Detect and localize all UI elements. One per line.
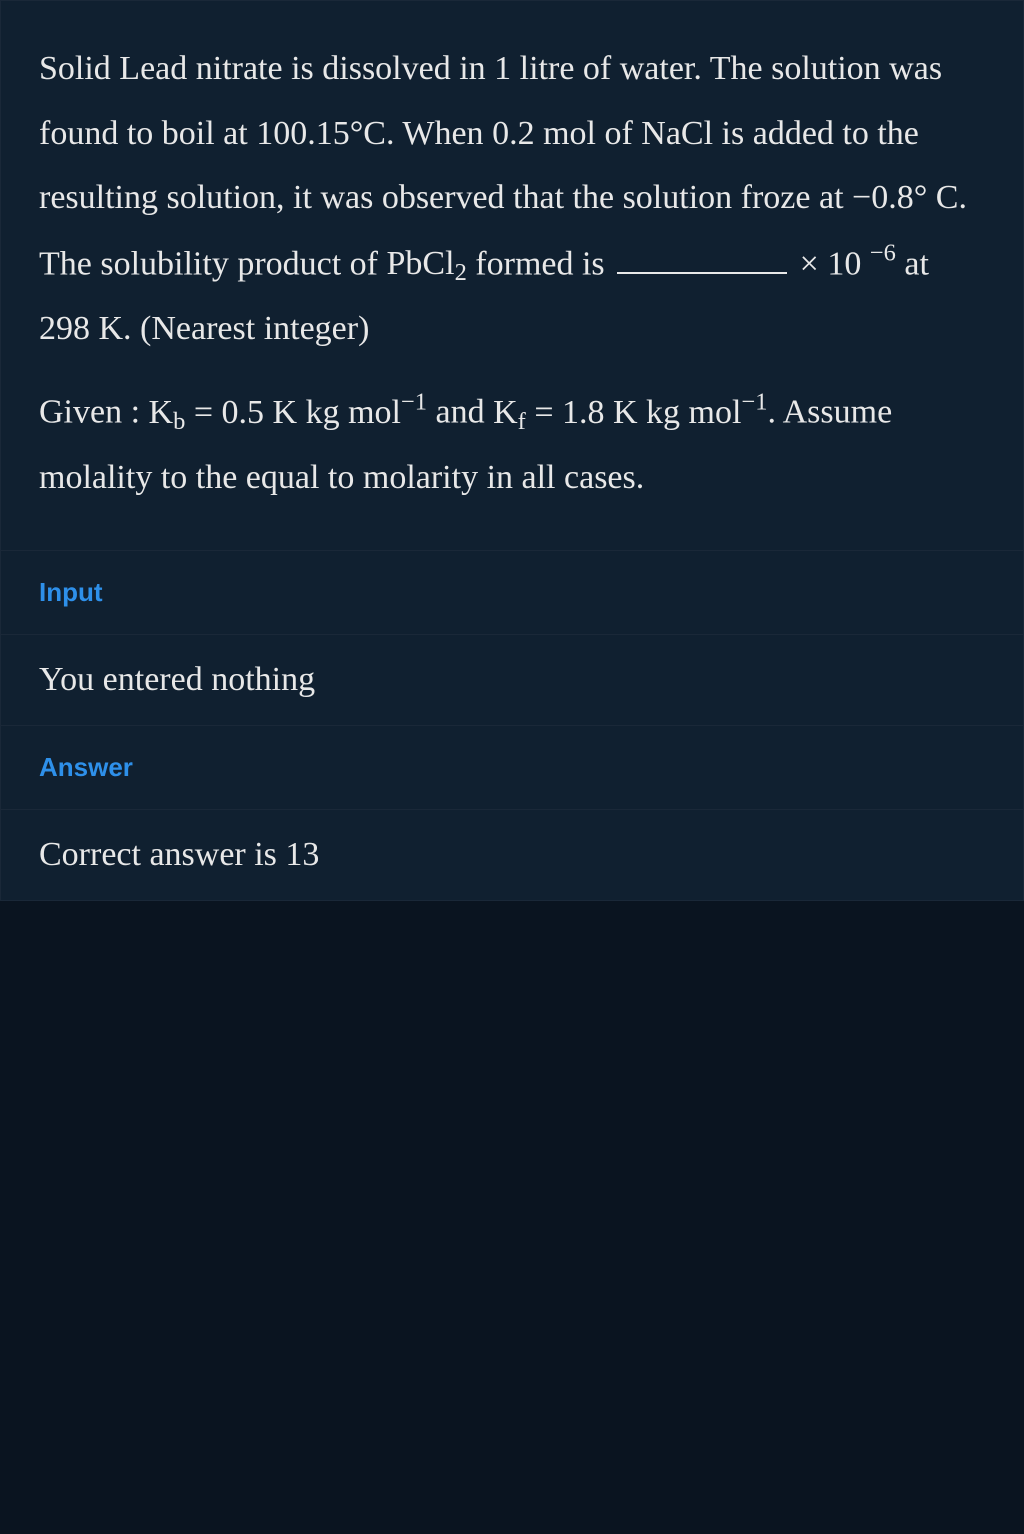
question-paragraph-1: Solid Lead nitrate is dissolved in 1 lit… — [39, 37, 985, 361]
answer-value: Correct answer is 13 — [39, 836, 985, 874]
question-paragraph-2: Given : Kb = 0.5 K kg mol−1 and Kf = 1.8… — [39, 379, 985, 510]
answer-label: Answer — [39, 752, 985, 783]
input-label: Input — [39, 577, 985, 608]
question-block: Solid Lead nitrate is dissolved in 1 lit… — [0, 0, 1024, 550]
answer-label-block: Answer — [0, 725, 1024, 809]
input-value: You entered nothing — [39, 661, 985, 699]
input-value-block: You entered nothing — [0, 634, 1024, 725]
answer-value-block: Correct answer is 13 — [0, 809, 1024, 901]
input-label-block: Input — [0, 550, 1024, 634]
